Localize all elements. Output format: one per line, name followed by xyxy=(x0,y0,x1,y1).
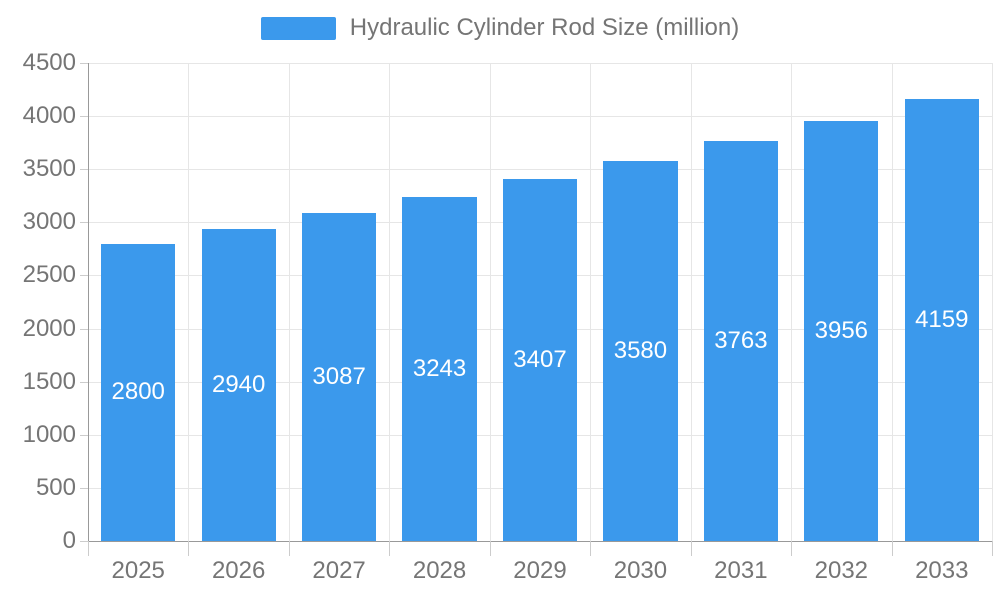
y-axis-label: 2000 xyxy=(22,314,76,342)
y-axis-label: 500 xyxy=(35,473,76,501)
plot-area: 2800 2940 3087 3243 3407 3580 3763 3956 4159 xyxy=(88,63,993,541)
x-axis-tick xyxy=(188,541,190,556)
y-axis-label: 0 xyxy=(62,527,76,554)
y-axis-tick xyxy=(80,222,88,224)
y-axis-tick xyxy=(80,328,88,330)
y-axis-tick xyxy=(80,116,88,118)
x-axis-label: 2027 xyxy=(312,557,366,584)
x-axis-label: 2025 xyxy=(111,557,165,584)
bar-value-label: 3580 xyxy=(613,336,668,364)
y-axis-tick xyxy=(80,381,88,383)
y-axis-label: 2500 xyxy=(22,261,76,289)
gridline-horizontal xyxy=(88,116,992,118)
x-axis-tick xyxy=(489,541,491,556)
x-axis-tick xyxy=(992,541,993,556)
bar-2032[interactable]: 3956 xyxy=(804,120,879,541)
x-axis-tick xyxy=(891,541,893,556)
x-axis-tick xyxy=(88,541,89,556)
gridline-horizontal xyxy=(88,63,992,64)
x-axis-tick xyxy=(690,541,692,556)
x-axis-line xyxy=(88,541,992,542)
bar-2029[interactable]: 3407 xyxy=(502,179,578,541)
y-axis-line xyxy=(88,63,89,556)
bar-2031[interactable]: 3763 xyxy=(703,141,779,541)
y-axis-tick xyxy=(80,434,88,436)
gridline-vertical xyxy=(992,63,993,541)
x-axis-label: 2031 xyxy=(714,557,768,584)
y-axis-label: 3000 xyxy=(22,208,76,236)
bar-value-label: 3087 xyxy=(312,363,366,391)
y-axis-tick xyxy=(80,275,88,277)
y-axis-label: 4000 xyxy=(22,102,76,130)
bar-value-label: 2800 xyxy=(111,378,165,406)
bar-value-label: 3763 xyxy=(714,327,768,355)
gridline-vertical xyxy=(690,63,692,541)
x-axis-tick xyxy=(288,541,290,556)
x-axis-tick xyxy=(389,541,391,556)
bar-2033[interactable]: 4159 xyxy=(904,99,979,541)
bar-2025[interactable]: 2800 xyxy=(101,243,176,541)
bar-2028[interactable]: 3243 xyxy=(402,196,477,541)
y-axis-label: 1500 xyxy=(22,367,76,395)
y-axis-tick xyxy=(80,169,88,171)
x-axis-label: 2028 xyxy=(412,557,467,584)
y-axis-label: 3500 xyxy=(22,155,76,183)
x-axis-label: 2033 xyxy=(915,557,969,584)
x-axis-label: 2030 xyxy=(613,557,668,584)
x-axis-tick xyxy=(791,541,793,556)
x-axis-tick xyxy=(590,541,592,556)
y-axis-tick xyxy=(80,487,88,489)
chart-legend[interactable]: Hydraulic Cylinder Rod Size (million) xyxy=(0,14,1000,42)
y-axis-label: 1000 xyxy=(22,420,76,448)
gridline-vertical xyxy=(489,63,491,541)
gridline-vertical xyxy=(791,63,793,541)
gridline-vertical xyxy=(389,63,391,541)
legend-label: Hydraulic Cylinder Rod Size (million) xyxy=(349,14,740,41)
bar-value-label: 4159 xyxy=(915,306,969,334)
x-axis-label: 2032 xyxy=(814,557,869,584)
gridline-vertical xyxy=(188,63,190,541)
bar-value-label: 3243 xyxy=(412,354,467,382)
bar-2027[interactable]: 3087 xyxy=(301,213,377,541)
gridline-vertical xyxy=(891,63,893,541)
gridline-vertical xyxy=(288,63,290,541)
y-axis-tick xyxy=(80,541,88,542)
x-axis-label: 2026 xyxy=(211,557,266,584)
gridline-horizontal xyxy=(88,169,992,171)
y-axis-label: 4500 xyxy=(22,49,76,76)
x-axis-label: 2029 xyxy=(513,557,567,584)
y-axis-tick xyxy=(80,63,88,64)
bar-value-label: 3956 xyxy=(814,316,869,344)
bar-2030[interactable]: 3580 xyxy=(603,160,678,541)
bar-value-label: 2940 xyxy=(211,370,266,398)
legend-swatch xyxy=(260,16,336,40)
gridline-vertical xyxy=(590,63,592,541)
bar-value-label: 3407 xyxy=(513,346,567,374)
bar-2026[interactable]: 2940 xyxy=(201,228,276,541)
